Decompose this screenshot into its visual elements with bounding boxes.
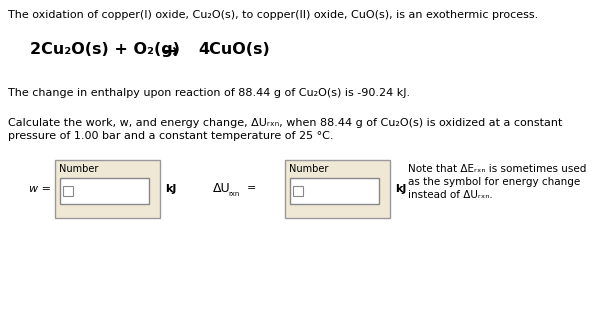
Text: kJ: kJ (165, 184, 176, 194)
Text: Calculate the work, w, and energy change, ΔUᵣₓₙ, when 88.44 g of Cu₂O(s) is oxid: Calculate the work, w, and energy change… (8, 118, 562, 128)
Text: Number: Number (289, 164, 328, 174)
Text: Note that ΔEᵣₓₙ is sometimes used: Note that ΔEᵣₓₙ is sometimes used (408, 164, 586, 174)
Text: as the symbol for energy change: as the symbol for energy change (408, 177, 580, 187)
Text: 2Cu₂O(s) + O₂(g): 2Cu₂O(s) + O₂(g) (30, 42, 180, 57)
Text: rxn: rxn (228, 191, 240, 197)
Text: The oxidation of copper(I) oxide, Cu₂O(s), to copper(II) oxide, CuO(s), is an ex: The oxidation of copper(I) oxide, Cu₂O(s… (8, 10, 538, 20)
Text: instead of ΔUᵣₓₙ.: instead of ΔUᵣₓₙ. (408, 190, 493, 200)
FancyBboxPatch shape (63, 186, 73, 196)
FancyBboxPatch shape (285, 160, 390, 218)
Text: w =: w = (29, 184, 51, 194)
FancyBboxPatch shape (55, 160, 160, 218)
Text: pressure of 1.00 bar and a constant temperature of 25 °C.: pressure of 1.00 bar and a constant temp… (8, 131, 334, 141)
Text: The change in enthalpy upon reaction of 88.44 g of Cu₂O(s) is -90.24 kJ.: The change in enthalpy upon reaction of … (8, 88, 410, 98)
FancyBboxPatch shape (60, 178, 149, 204)
FancyBboxPatch shape (293, 186, 303, 196)
Text: kJ: kJ (395, 184, 406, 194)
FancyBboxPatch shape (290, 178, 379, 204)
Text: Number: Number (59, 164, 98, 174)
Text: =: = (247, 183, 256, 193)
Text: →: → (163, 42, 179, 61)
Text: ΔU: ΔU (213, 182, 231, 195)
Text: 4CuO(s): 4CuO(s) (198, 42, 270, 57)
